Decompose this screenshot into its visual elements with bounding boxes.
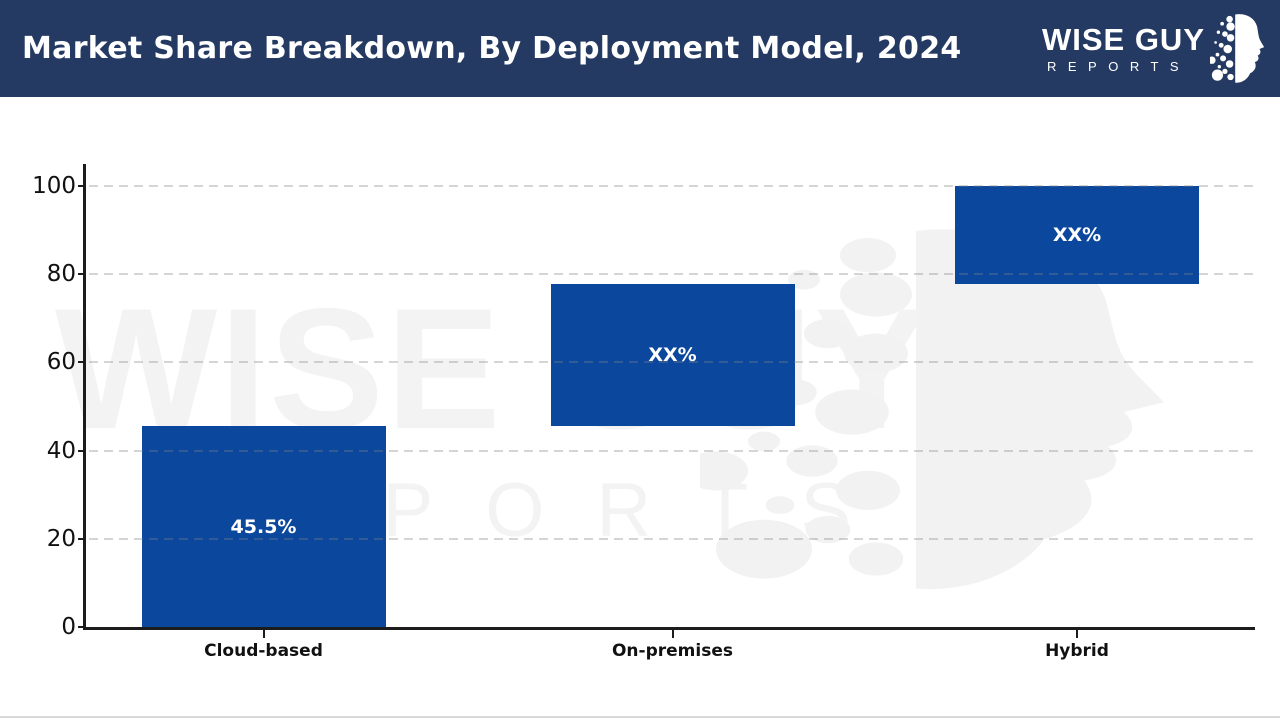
- chart-area: WISE GUY REPORTS 45.5% XX% XX% 0 20 40 60 80 100…: [0, 98, 1280, 718]
- y-tick-mark: [78, 537, 86, 540]
- gridline-y20: [89, 537, 1255, 540]
- x-tick-mark: [1076, 630, 1078, 638]
- brand-subtitle: REPORTS: [1046, 58, 1191, 74]
- y-tick-label: 0: [61, 614, 76, 640]
- bar-cloud-based: 45.5%: [141, 426, 386, 627]
- y-tick-mark: [78, 273, 86, 276]
- gridline-y80: [89, 273, 1255, 276]
- bar-hybrid: XX%: [955, 186, 1199, 285]
- bar-value-label: XX%: [648, 344, 697, 367]
- gridline-y60: [89, 361, 1255, 364]
- y-tick-label: 80: [46, 261, 76, 288]
- x-category-label: Hybrid: [1045, 641, 1109, 661]
- x-category-label: On-premises: [611, 641, 733, 661]
- brand-name: WISE GUY: [1041, 21, 1205, 57]
- y-tick-mark: [78, 449, 86, 452]
- bottom-divider: [0, 716, 1280, 718]
- bar-value-label: 45.5%: [230, 515, 297, 538]
- brand-text: WISE GUY REPORTS: [1042, 24, 1205, 74]
- x-category-label: Cloud-based: [204, 641, 323, 661]
- brand-logo: WISE GUY REPORTS: [1042, 11, 1266, 87]
- y-tick-label: 100: [32, 173, 76, 199]
- y-tick-mark: [78, 185, 86, 187]
- y-tick-mark: [78, 626, 86, 628]
- bar-on-premises: XX%: [550, 284, 795, 427]
- chart-title: Market Share Breakdown, By Deployment Mo…: [22, 31, 962, 66]
- plot: 45.5% XX% XX% 0 20 40 60 80 100 Cloud-based On-pre…: [0, 98, 1280, 718]
- header: Market Share Breakdown, By Deployment Mo…: [0, 0, 1280, 97]
- gridline-y100: [89, 185, 1255, 187]
- y-tick-mark: [78, 361, 86, 364]
- x-tick-mark: [262, 630, 265, 638]
- gridline-y40: [89, 449, 1255, 452]
- x-axis-spine: [83, 627, 1255, 630]
- bar-value-label: XX%: [1052, 224, 1102, 247]
- y-axis-spine: [83, 164, 86, 630]
- y-tick-label: 60: [46, 349, 76, 376]
- x-tick-mark: [671, 630, 674, 638]
- y-tick-label: 20: [46, 525, 76, 552]
- y-tick-label: 40: [46, 437, 76, 464]
- wiseguy-head-icon: [1210, 13, 1265, 83]
